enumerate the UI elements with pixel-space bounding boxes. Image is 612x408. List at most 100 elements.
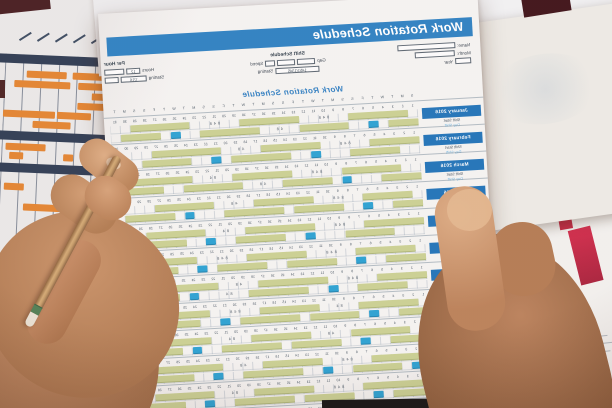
day-number: 8 bbox=[357, 376, 360, 381]
highlight-day-cell bbox=[356, 256, 367, 264]
day-number: 26 bbox=[162, 116, 167, 122]
day-number: 20 bbox=[235, 356, 240, 361]
day-number: 16 bbox=[270, 273, 275, 278]
day-number: 8 bbox=[351, 268, 354, 273]
shift-bar bbox=[393, 199, 424, 208]
day-number: 17 bbox=[259, 246, 264, 251]
day-number: 26 bbox=[177, 386, 182, 391]
day-number: 6 bbox=[374, 321, 377, 326]
day-number: 21 bbox=[222, 302, 227, 307]
weekday-letter: M bbox=[192, 105, 196, 110]
day-number: 15 bbox=[285, 353, 290, 358]
day-number: 4 bbox=[393, 320, 396, 325]
highlight-day-cell bbox=[184, 211, 196, 219]
day-number: 20 bbox=[228, 221, 233, 226]
day-number: 22 bbox=[212, 303, 217, 308]
weekday-letter: T bbox=[371, 95, 374, 100]
day-number: 1 bbox=[420, 264, 423, 269]
dark-object-left-edge bbox=[0, 80, 5, 98]
day-number: 14 bbox=[283, 137, 288, 142]
shift-bar bbox=[120, 132, 161, 142]
day-number: 7 bbox=[353, 133, 356, 138]
day-number: 20 bbox=[226, 194, 231, 199]
day-number: 11 bbox=[311, 108, 316, 113]
day-number: 19 bbox=[238, 220, 243, 225]
day-number: 16 bbox=[266, 192, 271, 197]
highlight-day-cell bbox=[192, 346, 203, 354]
day-number: 20 bbox=[232, 302, 237, 307]
day-number: 10 bbox=[334, 350, 339, 355]
day-number: 23 bbox=[195, 169, 200, 174]
day-number: 13 bbox=[300, 271, 305, 276]
day-number: 13 bbox=[302, 298, 307, 303]
day-number: 12 bbox=[302, 136, 307, 141]
day-number: 3 bbox=[394, 158, 397, 163]
day-number: 16 bbox=[275, 353, 280, 359]
day-number: 19 bbox=[235, 166, 240, 172]
day-number: 1 bbox=[414, 156, 417, 162]
day-number: 9 bbox=[335, 161, 338, 166]
day-number: 12 bbox=[313, 324, 318, 329]
day-number: 11 bbox=[313, 135, 317, 140]
day-number: 23 bbox=[196, 196, 201, 201]
day-number: 17 bbox=[266, 381, 271, 386]
day-number: 4 bbox=[395, 347, 398, 352]
shift-bar bbox=[388, 118, 419, 127]
day-number: 12 bbox=[305, 189, 310, 195]
shift-bar bbox=[183, 182, 244, 192]
hours-label: Hours bbox=[142, 66, 155, 73]
day-number: 27 bbox=[158, 225, 163, 230]
shift-bar bbox=[142, 157, 193, 168]
day-number: 19 bbox=[232, 112, 237, 118]
day-number: 1 bbox=[411, 103, 414, 108]
day-number: 22 bbox=[215, 357, 220, 362]
day-number: 22 bbox=[205, 168, 210, 173]
day-number: 6 bbox=[361, 105, 365, 110]
day-number: 24 bbox=[189, 250, 194, 255]
day-number: 12 bbox=[312, 297, 317, 302]
day-number: 18 bbox=[252, 301, 257, 306]
gap-label: Gap bbox=[317, 57, 326, 63]
day-number: 14 bbox=[284, 164, 289, 169]
day-number: 28 bbox=[145, 171, 150, 177]
day-number: 13 bbox=[303, 325, 308, 330]
day-number: 14 bbox=[290, 271, 295, 277]
start-label: Starting bbox=[148, 74, 165, 81]
shift-bar bbox=[352, 362, 403, 372]
day-number: 2 bbox=[401, 103, 404, 108]
day-number: 26 bbox=[176, 359, 181, 364]
weekday-letter: S bbox=[132, 109, 136, 114]
day-number: 13 bbox=[297, 217, 302, 222]
day-number: 19 bbox=[242, 301, 247, 306]
hours-numbers: 8 4 8 bbox=[216, 256, 228, 261]
day-number: 18 bbox=[246, 193, 251, 198]
day-number: 21 bbox=[215, 167, 220, 173]
day-number: 25 bbox=[186, 358, 191, 364]
hours-numbers: 8 4 8 bbox=[341, 357, 353, 362]
highlight-day-cell bbox=[341, 176, 353, 184]
shift-bar bbox=[125, 213, 176, 223]
day-number: 16 bbox=[261, 111, 266, 116]
day-number: 11 bbox=[323, 324, 328, 329]
day-number: 11 bbox=[320, 270, 325, 275]
day-number: 21 bbox=[213, 141, 218, 146]
highlight-day-cell bbox=[197, 265, 208, 273]
day-number: 24 bbox=[182, 115, 187, 120]
gantt-column-tick bbox=[18, 31, 32, 42]
shift-bar bbox=[386, 253, 427, 262]
day-number: 16 bbox=[273, 326, 278, 332]
day-number: 15 bbox=[276, 191, 281, 196]
day-number: 10 bbox=[327, 215, 332, 221]
day-number: 7 bbox=[356, 187, 359, 192]
day-number: 11 bbox=[322, 297, 326, 302]
shift-bar bbox=[234, 395, 295, 406]
day-number: 25 bbox=[177, 197, 181, 202]
weekday-letter: W bbox=[241, 102, 246, 108]
shift-bar bbox=[309, 310, 360, 321]
day-number: 24 bbox=[197, 385, 202, 390]
day-number: 21 bbox=[225, 356, 230, 361]
day-number: 25 bbox=[172, 116, 177, 121]
day-number: 4 bbox=[386, 185, 389, 190]
day-number: 3 bbox=[391, 104, 394, 109]
hours-numbers: 8 4 8 bbox=[347, 275, 359, 281]
